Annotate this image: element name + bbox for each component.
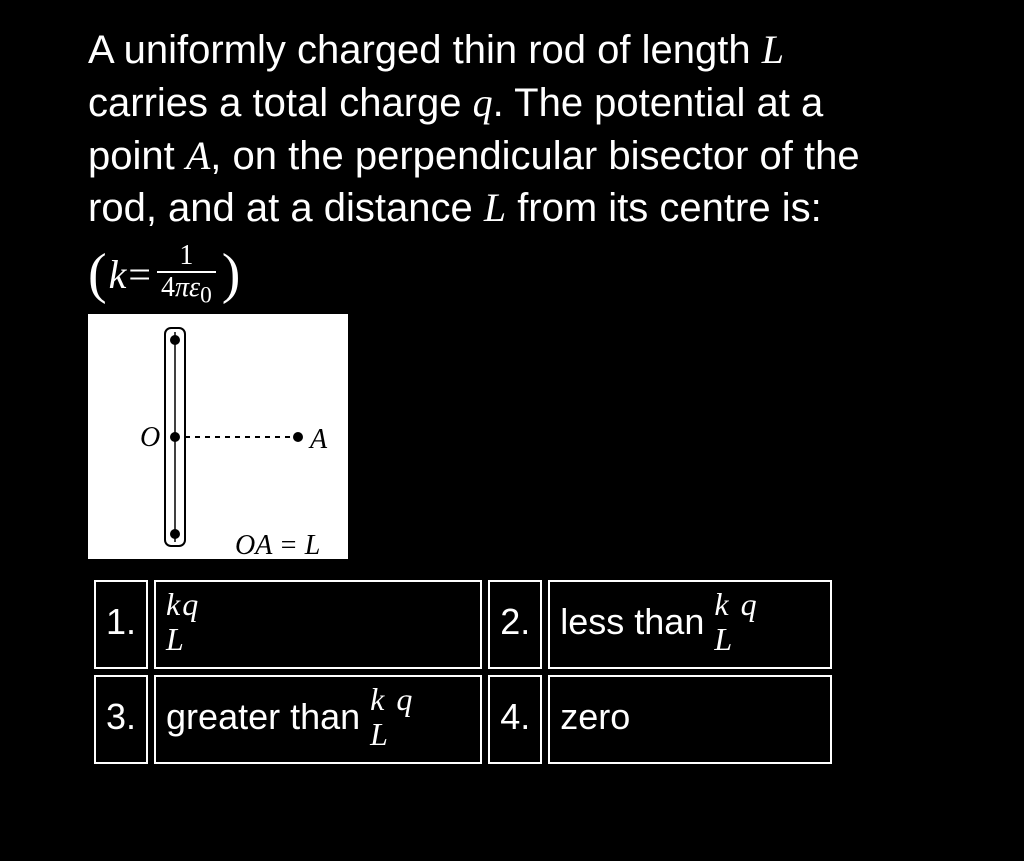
q-line3-post: , on the perpendicular bisector of the [210, 134, 859, 178]
q-line4-post: from its centre is: [506, 186, 822, 230]
opt3-frac-bot: L [370, 718, 388, 752]
k-den-4: 4 [161, 272, 175, 303]
k-lhs: k [109, 251, 127, 298]
opt2-text: less than [560, 601, 704, 643]
k-den-pi: π [175, 272, 189, 303]
q-line1-pre: A uniformly charged thin rod of length [88, 28, 762, 72]
opt1-fraction: kq L [166, 588, 200, 657]
answer-options-table: 1. kq L 2. less than k q [88, 574, 838, 770]
dot-bottom [170, 529, 180, 539]
option-1-content[interactable]: kq L [154, 580, 482, 669]
k-definition: ( k = 1 4πε0 ) [88, 241, 988, 307]
k-den-eps: ε [189, 272, 200, 303]
opt1-num: 1. [106, 601, 136, 642]
opt1-frac-top: kq [166, 588, 200, 622]
paren-left: ( [88, 246, 107, 302]
opt4-num: 4. [500, 696, 530, 737]
question-text: A uniformly charged thin rod of length L… [88, 24, 988, 235]
physics-question-page: A uniformly charged thin rod of length L… [0, 0, 1024, 806]
opt4-text: zero [560, 696, 630, 738]
option-4-content[interactable]: zero [548, 675, 832, 764]
k-num: 1 [175, 241, 197, 270]
k-den-sub: 0 [200, 282, 212, 308]
opt2-frac-top: k q [714, 588, 758, 622]
opt3-fraction: k q L [370, 683, 414, 752]
q-line3-pre: point [88, 134, 186, 178]
opt3-num: 3. [106, 696, 136, 737]
option-3-content[interactable]: greater than k q L [154, 675, 482, 764]
paren-right: ) [222, 246, 241, 302]
opt3-text: greater than [166, 696, 360, 738]
k-den: 4πε0 [157, 271, 216, 308]
opt2-frac-bot: L [714, 623, 732, 657]
option-1-number[interactable]: 1. [94, 580, 148, 669]
q-var-L1: L [762, 27, 784, 72]
opt3-frac-top: k q [370, 683, 414, 717]
dot-top [170, 335, 180, 345]
option-2-content[interactable]: less than k q L [548, 580, 832, 669]
option-3-number[interactable]: 3. [94, 675, 148, 764]
opt1-frac-bot: L [166, 623, 184, 657]
dot-A [293, 432, 303, 442]
q-var-A: A [186, 133, 210, 178]
label-A: A [308, 424, 328, 455]
label-OA-equals-L: OA = L [235, 530, 320, 559]
option-4-number[interactable]: 4. [488, 675, 542, 764]
k-equals: = [128, 251, 151, 298]
q-line4-pre: rod, and at a distance [88, 186, 484, 230]
dot-center-O [170, 432, 180, 442]
label-O: O [140, 422, 160, 453]
q-var-q: q [473, 80, 493, 125]
rod-diagram: O A OA = L [88, 314, 348, 559]
option-2-number[interactable]: 2. [488, 580, 542, 669]
k-fraction: 1 4πε0 [157, 241, 216, 307]
opt2-fraction: k q L [714, 588, 758, 657]
q-var-L2: L [484, 185, 506, 230]
opt2-num: 2. [500, 601, 530, 642]
q-line2-pre: carries a total charge [88, 81, 473, 125]
q-line2-post: . The potential at a [493, 81, 824, 125]
diagram-container: O A OA = L [88, 314, 988, 564]
